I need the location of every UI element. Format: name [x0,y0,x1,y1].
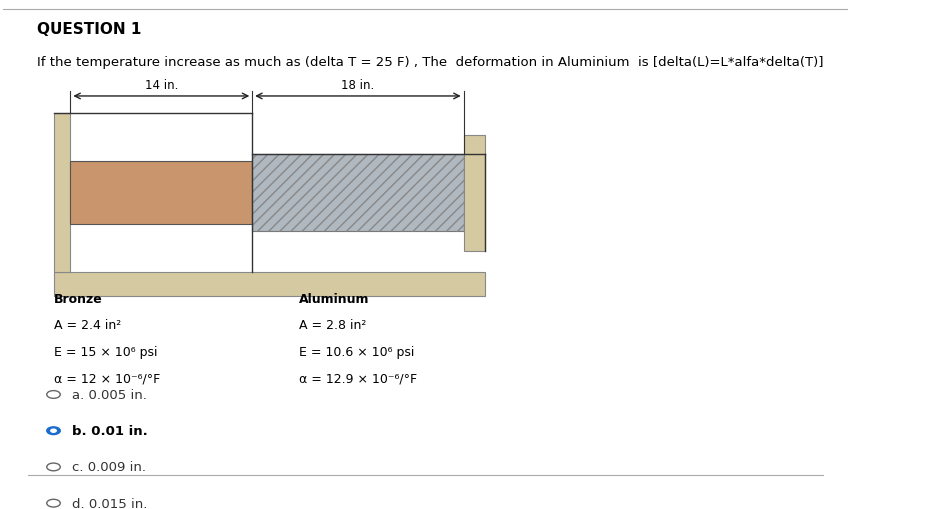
Bar [54,273,485,297]
Text: 18 in.: 18 in. [341,79,375,92]
Text: QUESTION 1: QUESTION 1 [37,22,141,37]
Text: α = 12 × 10⁻⁶/°F: α = 12 × 10⁻⁶/°F [54,372,160,384]
Text: E = 10.6 × 10⁶ psi: E = 10.6 × 10⁶ psi [299,345,414,358]
Bar [464,135,485,251]
Circle shape [51,429,56,433]
Text: c. 0.009 in.: c. 0.009 in. [72,461,146,473]
Text: E = 15 × 10⁶ psi: E = 15 × 10⁶ psi [54,345,157,358]
Text: If the temperature increase as much as (delta T = 25 F) , The  deformation in Al: If the temperature increase as much as (… [37,56,824,69]
Circle shape [47,427,60,435]
Text: b. 0.01 in.: b. 0.01 in. [72,425,147,437]
Text: Aluminum: Aluminum [299,292,369,305]
Text: a. 0.005 in.: a. 0.005 in. [72,388,147,401]
Text: A = 2.4 in²: A = 2.4 in² [54,319,121,331]
Text: 14 in.: 14 in. [145,79,178,92]
Text: α = 12.9 × 10⁻⁶/°F: α = 12.9 × 10⁻⁶/°F [299,372,417,384]
Text: A = 2.8 in²: A = 2.8 in² [299,319,366,331]
Text: d. 0.015 in.: d. 0.015 in. [72,497,147,509]
Text: Bronze: Bronze [54,292,102,305]
Bar [54,114,70,273]
